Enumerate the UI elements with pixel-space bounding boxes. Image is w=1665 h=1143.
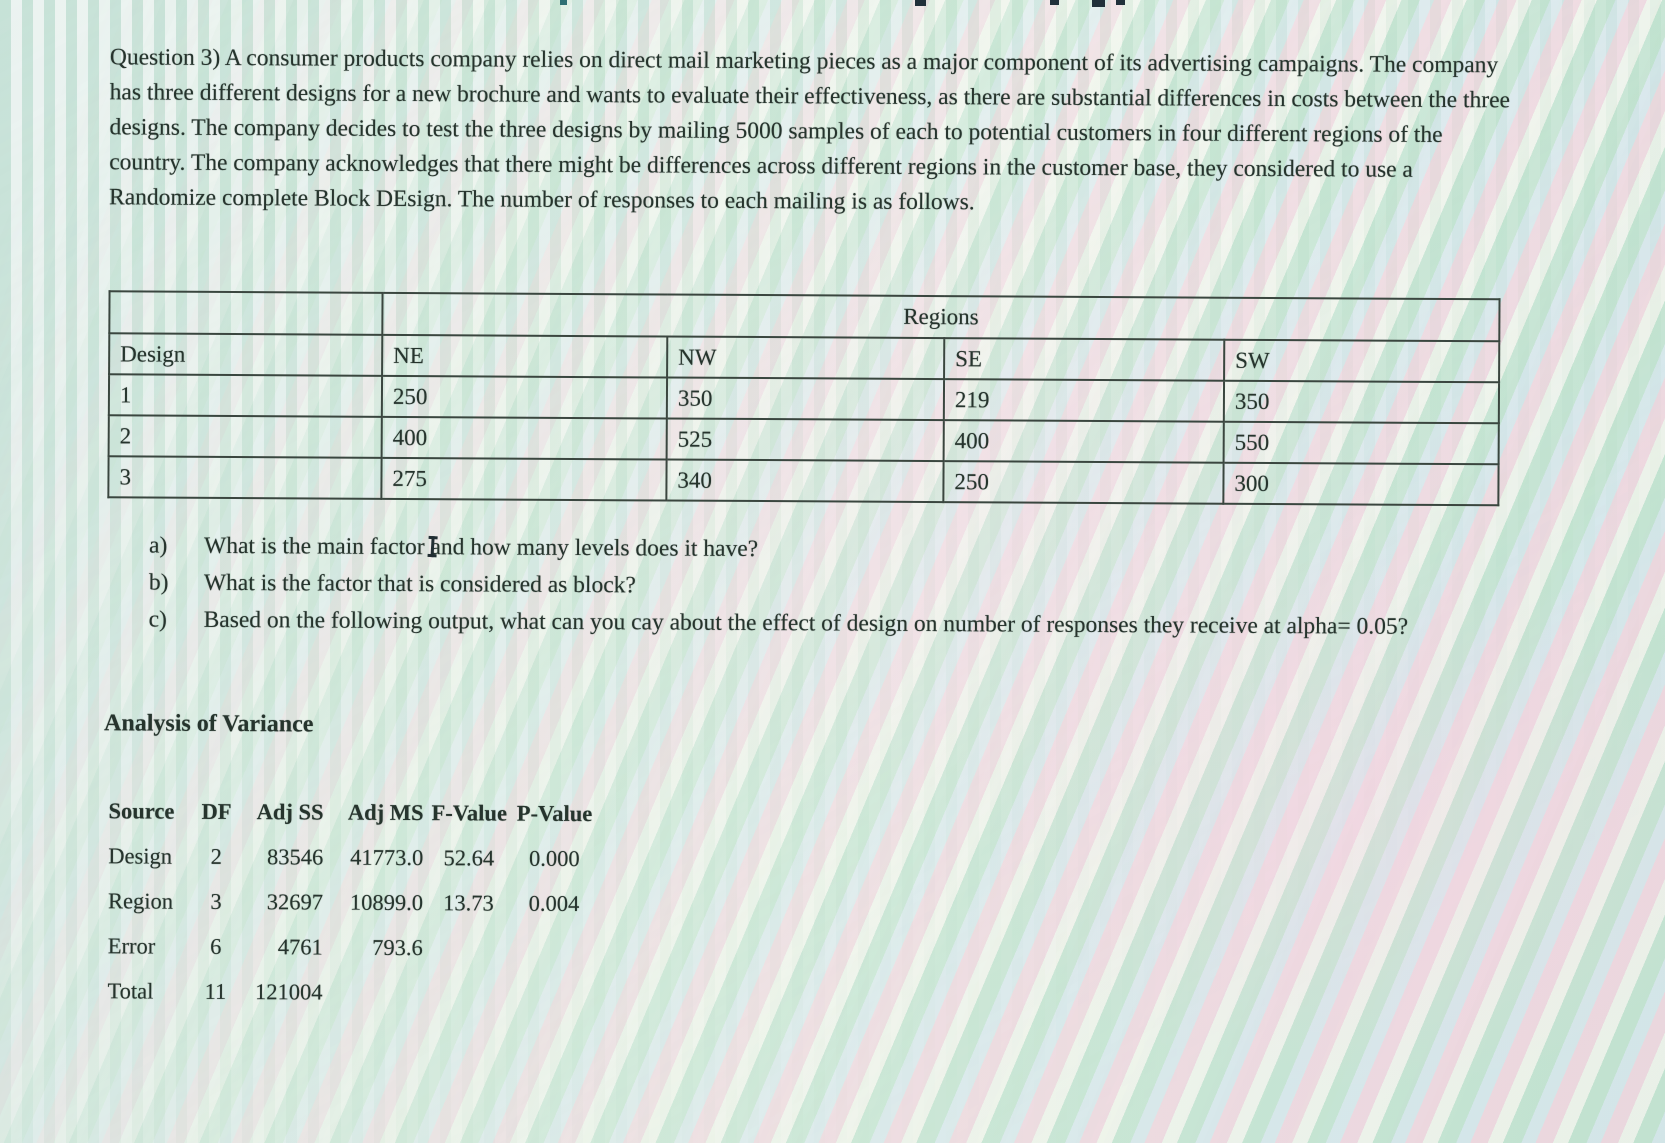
anova-cell: 121004 <box>254 979 323 1005</box>
value-cell: 275 <box>381 457 667 501</box>
value-cell: 350 <box>1223 380 1500 424</box>
anova-cell: 3 <box>210 888 222 914</box>
anova-cell: 2 <box>210 843 222 869</box>
question-paragraph: Question 3) A consumer products company … <box>109 44 1511 216</box>
anova-cell: 6 <box>210 933 222 959</box>
anova-col-fvalue: F-Value <box>431 800 508 826</box>
anova-row-design: Design 2 83546 41773.0 52.64 0.000 <box>108 843 594 891</box>
cutoff-text-fragment <box>915 0 926 6</box>
design-cell: 1 <box>108 374 383 417</box>
anova-col-df: DF <box>201 798 232 825</box>
anova-cell <box>323 980 423 981</box>
subquestions-list: a) What is the main factor and how many … <box>149 528 1458 647</box>
value-cell: 300 <box>1223 462 1499 506</box>
subquestion-label: c) <box>148 606 168 633</box>
responses-table: Regions Design NE NW SE SW 1 250 350 219… <box>107 290 1500 506</box>
anova-title: Analysis of Variance <box>103 710 314 738</box>
text-cursor <box>430 536 435 558</box>
column-header-ne: NE <box>382 334 668 378</box>
list-item-c: c) Based on the following output, what c… <box>149 602 1457 647</box>
value-cell: 550 <box>1223 421 1499 465</box>
anova-cell: 41773.0 <box>350 844 424 871</box>
anova-col-adjms: Adj MS <box>347 799 424 826</box>
column-header-design: Design <box>109 333 383 376</box>
column-header-sw: SW <box>1224 339 1500 383</box>
anova-cell: 793.6 <box>372 934 423 961</box>
anova-row-total: Total 11 121004 <box>107 978 593 1026</box>
anova-cell: 32697 <box>266 889 324 915</box>
cutoff-text-fragment <box>1116 0 1125 5</box>
anova-cell: 0.004 <box>528 890 580 917</box>
value-cell: 400 <box>943 420 1224 463</box>
anova-cell: Total <box>107 978 154 1004</box>
value-cell: 400 <box>381 416 667 460</box>
column-header-se: SE <box>944 338 1225 381</box>
anova-col-source: Source <box>108 798 175 824</box>
anova-cell: Region <box>107 888 174 914</box>
anova-table: Source DF Adj SS Adj MS F-Value P-Value … <box>107 798 594 1026</box>
empty-corner-cell <box>109 291 383 335</box>
cutoff-text-fragment <box>1092 0 1105 7</box>
anova-cell: 4761 <box>277 934 323 960</box>
value-cell: 250 <box>381 375 668 419</box>
design-cell: 3 <box>108 456 382 499</box>
anova-cell: 10899.0 <box>349 889 424 916</box>
value-cell: 350 <box>666 377 945 421</box>
value-cell: 219 <box>943 379 1225 422</box>
anova-cell: 11 <box>204 978 227 1004</box>
table-row: 3 275 340 250 300 <box>108 456 1499 506</box>
anova-col-adjss: Adj SS <box>256 799 324 825</box>
anova-cell: 13.73 <box>443 890 494 916</box>
regions-group-header: Regions <box>382 292 1500 342</box>
anova-col-pvalue: P-Value <box>516 800 593 827</box>
value-cell: 525 <box>666 418 944 462</box>
cutoff-text-fragment <box>1050 0 1059 5</box>
anova-header-row: Source DF Adj SS Adj MS F-Value P-Value <box>108 798 594 846</box>
subquestion-label: b) <box>148 569 169 596</box>
anova-cell: Error <box>107 933 156 959</box>
anova-cell: 0.000 <box>528 845 580 872</box>
value-cell: 250 <box>943 461 1224 504</box>
anova-cell: 52.64 <box>443 845 495 871</box>
cutoff-text-fragment <box>560 0 567 5</box>
anova-cell: Design <box>108 843 173 869</box>
design-cell: 2 <box>108 415 382 458</box>
value-cell: 340 <box>666 459 944 503</box>
anova-row-region: Region 3 32697 10899.0 13.73 0.004 <box>108 888 594 936</box>
anova-cell: 83546 <box>266 844 324 870</box>
subquestion-label: a) <box>149 532 168 559</box>
column-header-nw: NW <box>667 336 945 380</box>
subquestion-text: Based on the following output, what can … <box>203 606 1409 640</box>
anova-row-error: Error 6 4761 793.6 <box>108 933 594 981</box>
